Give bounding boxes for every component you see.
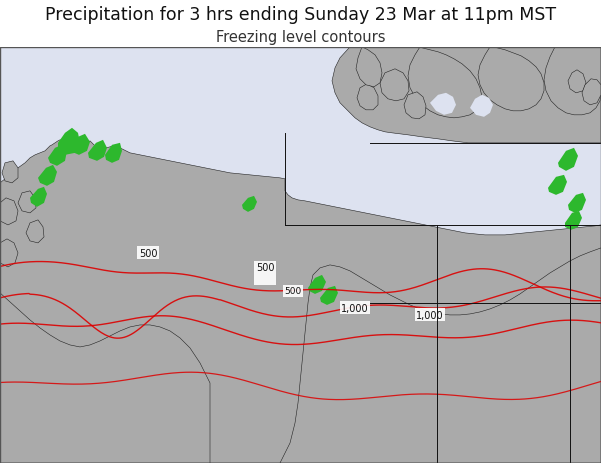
Polygon shape [320,286,338,305]
Polygon shape [404,93,426,119]
Polygon shape [582,80,601,106]
Polygon shape [88,141,107,162]
Polygon shape [430,94,456,116]
Polygon shape [18,192,36,213]
Text: 500: 500 [284,287,302,296]
Polygon shape [38,165,57,187]
Text: 1,000: 1,000 [341,303,369,313]
Polygon shape [356,48,382,88]
Polygon shape [308,275,326,294]
Polygon shape [357,85,378,111]
Polygon shape [380,69,409,101]
Polygon shape [0,141,601,463]
Polygon shape [568,71,586,94]
Polygon shape [0,199,18,225]
Text: 1,000: 1,000 [416,310,444,320]
Polygon shape [280,248,601,463]
Polygon shape [2,162,18,183]
Polygon shape [105,144,122,163]
Text: Freezing level contours: Freezing level contours [216,30,385,45]
Polygon shape [48,145,67,167]
Polygon shape [70,135,90,156]
Polygon shape [58,129,80,156]
Polygon shape [408,48,482,119]
Polygon shape [0,293,210,463]
Polygon shape [332,48,601,144]
Polygon shape [470,95,493,118]
Polygon shape [30,188,47,207]
Polygon shape [558,149,578,171]
Polygon shape [548,175,567,195]
Polygon shape [26,220,44,244]
Polygon shape [544,48,601,116]
Polygon shape [565,212,582,231]
Polygon shape [478,48,544,112]
Text: 500: 500 [139,248,157,258]
Polygon shape [0,239,18,267]
Polygon shape [242,196,257,213]
Polygon shape [568,194,586,213]
Text: Precipitation for 3 hrs ending Sunday 23 Mar at 11pm MST: Precipitation for 3 hrs ending Sunday 23… [45,6,556,24]
Text: 500: 500 [256,263,274,284]
